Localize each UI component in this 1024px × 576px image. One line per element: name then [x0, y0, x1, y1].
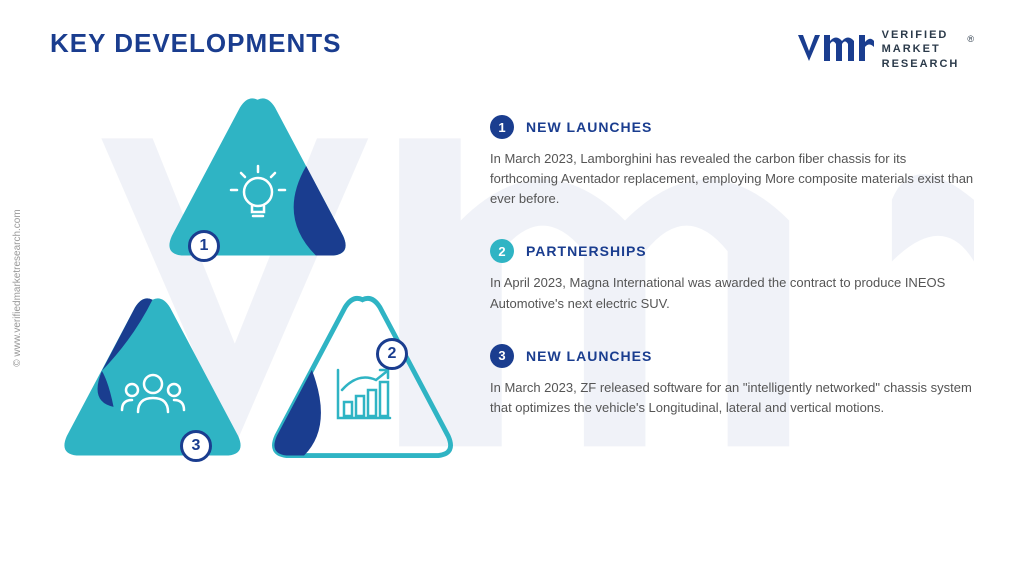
item-number-badge: 3: [490, 344, 514, 368]
development-item-3: 3 NEW LAUNCHES In March 2023, ZF release…: [490, 344, 974, 418]
people-icon: [118, 360, 188, 430]
item-number-badge: 2: [490, 239, 514, 263]
item-body: In March 2023, Lamborghini has revealed …: [490, 149, 974, 209]
triangle-badge-2: 2: [376, 338, 408, 370]
page-title: KEY DEVELOPMENTS: [50, 28, 341, 59]
registered-mark: ®: [967, 34, 974, 44]
development-item-1: 1 NEW LAUNCHES In March 2023, Lamborghin…: [490, 115, 974, 209]
item-body: In March 2023, ZF released software for …: [490, 378, 974, 418]
development-item-2: 2 PARTNERSHIPS In April 2023, Magna Inte…: [490, 239, 974, 313]
header: KEY DEVELOPMENTS VERIFIED MARKET RESEARC…: [50, 28, 974, 71]
triangle-badge-1: 1: [188, 230, 220, 262]
lightbulb-icon: [223, 160, 293, 230]
item-number-badge: 1: [490, 115, 514, 139]
item-title: PARTNERSHIPS: [526, 243, 647, 259]
vmr-logo-icon: [796, 29, 874, 69]
item-title: NEW LAUNCHES: [526, 348, 652, 364]
copyright-text: © www.verifiedmarketresearch.com: [12, 209, 23, 366]
brand-logo: VERIFIED MARKET RESEARCH ®: [796, 28, 974, 71]
triangle-3: 3: [55, 290, 250, 480]
item-body: In April 2023, Magna International was a…: [490, 273, 974, 313]
triangle-1: 1: [160, 90, 355, 280]
triangle-2: 2: [265, 290, 460, 480]
triangle-graphic-group: 1 3: [55, 90, 455, 510]
brand-name: VERIFIED MARKET RESEARCH: [882, 28, 960, 71]
item-title: NEW LAUNCHES: [526, 119, 652, 135]
triangle-badge-3: 3: [180, 430, 212, 462]
chart-icon: [328, 360, 398, 430]
developments-list: 1 NEW LAUNCHES In March 2023, Lamborghin…: [490, 115, 974, 448]
